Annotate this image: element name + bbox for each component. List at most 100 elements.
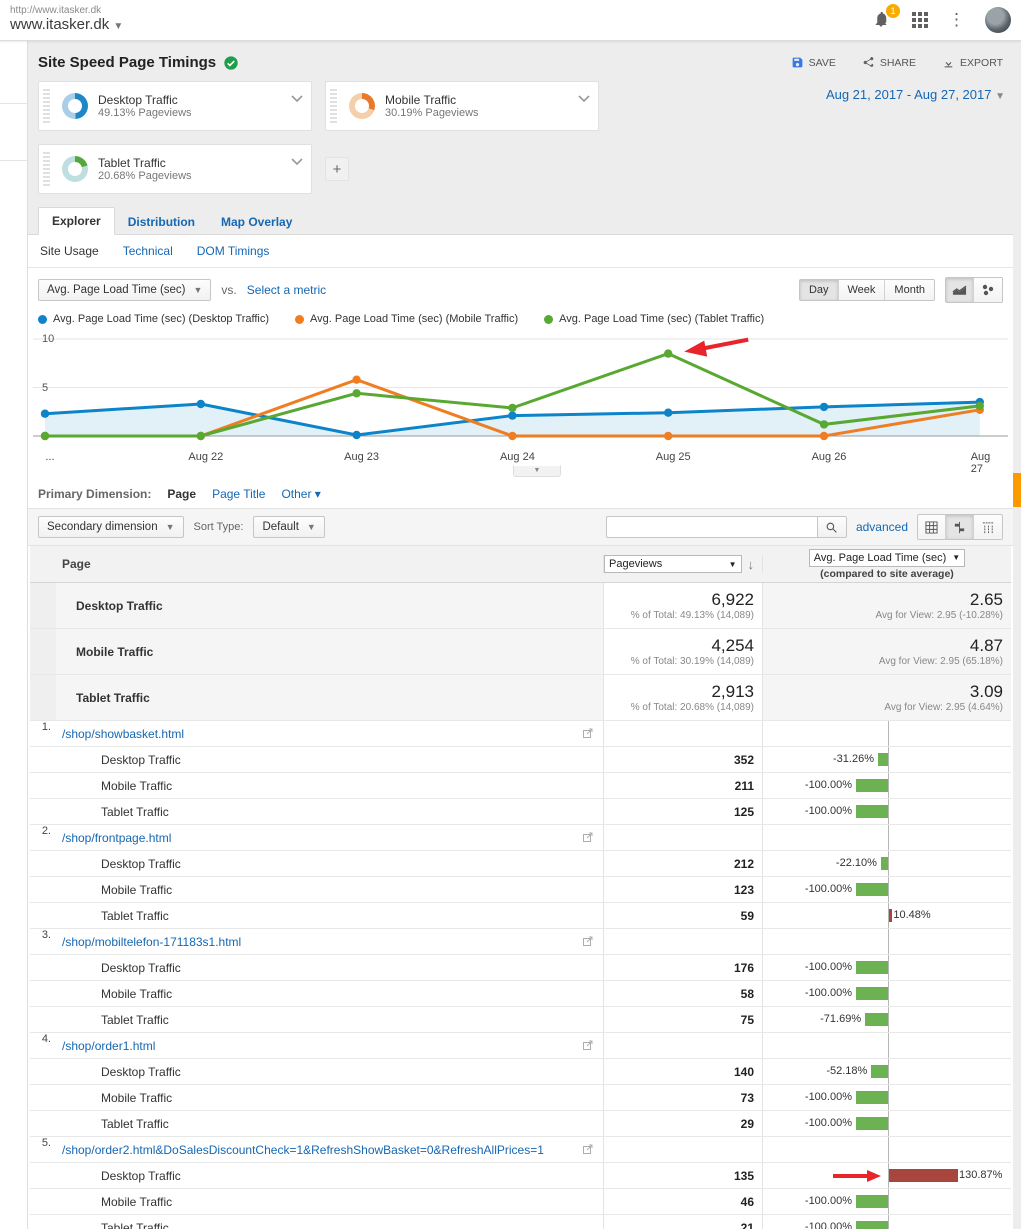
legend-item-desktop[interactable]: Avg. Page Load Time (sec) (Desktop Traff… bbox=[38, 313, 269, 325]
select-metric-link[interactable]: Select a metric bbox=[246, 283, 327, 297]
segment-name: Tablet Traffic bbox=[101, 908, 169, 923]
delta-percent: 130.87% bbox=[959, 1169, 1003, 1181]
advanced-link[interactable]: advanced bbox=[855, 520, 908, 534]
delta-percent: -100.00% bbox=[804, 1195, 852, 1207]
subtab-technical[interactable]: Technical bbox=[122, 244, 173, 258]
apps-grid-icon[interactable] bbox=[912, 12, 928, 28]
external-link-icon[interactable] bbox=[583, 1143, 593, 1157]
pageviews-value: 125 bbox=[603, 799, 763, 824]
drag-handle[interactable] bbox=[43, 89, 50, 123]
sort-type-dropdown[interactable]: Default ▼ bbox=[253, 516, 325, 538]
bar-axis bbox=[888, 1059, 889, 1084]
external-link-icon[interactable] bbox=[583, 935, 593, 949]
metric-dropdown[interactable]: Avg. Page Load Time (sec) ▼ bbox=[38, 279, 212, 301]
summary-metric-note: Avg for View: 2.95 (4.64%) bbox=[884, 701, 1003, 713]
annotations-toggle[interactable]: ▼ bbox=[513, 465, 561, 477]
dimension-page-title[interactable]: Page Title bbox=[212, 487, 266, 501]
delta-bar-negative bbox=[856, 1117, 888, 1130]
account-name[interactable]: www.itasker.dk ▼ bbox=[10, 16, 124, 33]
y-tick-label: 5 bbox=[42, 381, 49, 394]
search-input[interactable] bbox=[605, 516, 817, 538]
page-link[interactable]: /shop/order1.html bbox=[62, 1038, 156, 1053]
export-button[interactable]: EXPORT bbox=[942, 56, 1003, 69]
legend-item-tablet[interactable]: Avg. Page Load Time (sec) (Tablet Traffi… bbox=[544, 313, 764, 325]
segment-subtitle: 20.68% Pageviews bbox=[98, 170, 192, 182]
chart-type-toggle bbox=[945, 277, 1003, 303]
feedback-tab[interactable] bbox=[1013, 473, 1021, 507]
page-link[interactable]: /shop/frontpage.html bbox=[62, 830, 172, 845]
legend-dot bbox=[295, 314, 305, 324]
chart-canvas[interactable] bbox=[33, 335, 1008, 445]
scatter-chart-button[interactable] bbox=[974, 278, 1002, 302]
tab-distribution[interactable]: Distribution bbox=[127, 215, 196, 229]
summary-metric: 2.65 bbox=[969, 589, 1003, 609]
pageviews-value: 46 bbox=[603, 1189, 763, 1214]
granularity-week[interactable]: Week bbox=[838, 280, 886, 300]
verified-icon bbox=[224, 55, 238, 70]
add-segment-button[interactable]: + bbox=[325, 157, 349, 181]
tab-explorer[interactable]: Explorer bbox=[38, 207, 115, 235]
pageviews-value: 58 bbox=[603, 981, 763, 1006]
table-row-metric: Tablet Traffic 21 -100.00% bbox=[30, 1215, 1011, 1229]
segment-title: Mobile Traffic bbox=[385, 93, 457, 107]
legend-item-mobile[interactable]: Avg. Page Load Time (sec) (Mobile Traffi… bbox=[295, 313, 518, 325]
timeseries-chart[interactable]: 5 10 ... Aug 22 Aug 23 Aug 24 Aug 25 Aug 26 Aug… bbox=[28, 331, 1013, 477]
metric-column-dropdown[interactable]: Avg. Page Load Time (sec) ▼ bbox=[808, 548, 966, 567]
chevron-down-icon[interactable] bbox=[291, 90, 303, 108]
page-link[interactable]: /shop/showbasket.html bbox=[62, 726, 185, 741]
tab-map-overlay[interactable]: Map Overlay bbox=[221, 215, 293, 229]
account-selector[interactable]: http://www.itasker.dk www.itasker.dk ▼ bbox=[10, 5, 123, 35]
page-link[interactable]: /shop/mobiltelefon-171183s1.html bbox=[62, 934, 242, 949]
granularity-day[interactable]: Day bbox=[799, 280, 839, 300]
date-range-selector[interactable]: Aug 21, 2017 - Aug 27, 2017 ▼ bbox=[825, 87, 1005, 102]
secondary-dimension-dropdown[interactable]: Secondary dimension ▼ bbox=[38, 516, 184, 538]
chevron-down-icon[interactable] bbox=[291, 153, 303, 171]
pageviews-value: 211 bbox=[603, 773, 763, 798]
pageviews-value: 29 bbox=[603, 1111, 763, 1136]
table-row-metric: Desktop Traffic 140 -52.18% bbox=[30, 1059, 1011, 1085]
x-tick-label: Aug 27 bbox=[970, 451, 991, 475]
dimension-page[interactable]: Page bbox=[167, 487, 197, 501]
search-button[interactable] bbox=[816, 516, 847, 538]
share-button[interactable]: SHARE bbox=[862, 56, 916, 69]
line-chart-button[interactable] bbox=[946, 278, 974, 302]
summary-row-mobile: Mobile Traffic 4,254% of Total: 30.19% (… bbox=[30, 629, 1011, 675]
delta-percent: -100.00% bbox=[804, 805, 852, 817]
page-link[interactable]: /shop/order2.html&DoSalesDiscountCheck=1… bbox=[62, 1142, 544, 1157]
table-view-button[interactable] bbox=[918, 515, 946, 539]
save-button[interactable]: SAVE bbox=[791, 56, 836, 69]
column-header-page[interactable]: Page bbox=[62, 557, 91, 571]
external-link-icon[interactable] bbox=[583, 1039, 593, 1053]
bar-axis bbox=[888, 955, 889, 980]
subtab-dom-timings[interactable]: DOM Timings bbox=[196, 244, 270, 258]
more-options-icon[interactable]: ⋮ bbox=[948, 10, 965, 29]
pageviews-column-dropdown[interactable]: Pageviews ▼ bbox=[604, 555, 742, 573]
external-link-icon[interactable] bbox=[583, 727, 593, 741]
summary-pageviews-note: % of Total: 30.19% (14,089) bbox=[630, 655, 754, 667]
avatar[interactable] bbox=[985, 7, 1011, 33]
comparison-view-button[interactable] bbox=[946, 515, 974, 539]
bar-axis bbox=[888, 721, 889, 746]
external-link-icon[interactable] bbox=[583, 831, 593, 845]
x-axis-labels: ... Aug 22 Aug 23 Aug 24 Aug 25 Aug 26 Aug 27 bbox=[38, 450, 1013, 475]
drag-handle[interactable] bbox=[43, 152, 50, 186]
delta-bar-negative bbox=[856, 805, 888, 818]
segment-card-mobile[interactable]: Mobile Traffic 30.19% Pageviews bbox=[325, 81, 599, 131]
drag-handle[interactable] bbox=[330, 89, 337, 123]
granularity-month[interactable]: Month bbox=[885, 280, 934, 300]
summary-name: Tablet Traffic bbox=[76, 690, 150, 705]
chevron-down-icon[interactable] bbox=[578, 90, 590, 108]
table-row-metric: Tablet Traffic 59 10.48% bbox=[30, 903, 1011, 929]
table-row-metric: Desktop Traffic 352 -31.26% bbox=[30, 747, 1011, 773]
dimension-other[interactable]: Other ▾ bbox=[281, 487, 321, 501]
segment-card-desktop[interactable]: Desktop Traffic 49.13% Pageviews bbox=[38, 81, 312, 131]
pageviews-value: 75 bbox=[603, 1007, 763, 1032]
delta-percent: -22.10% bbox=[835, 857, 877, 869]
delta-bar-positive bbox=[889, 1169, 958, 1182]
delta-bar-negative bbox=[856, 987, 888, 1000]
segment-card-tablet[interactable]: Tablet Traffic 20.68% Pageviews bbox=[38, 144, 312, 194]
subtab-site-usage[interactable]: Site Usage bbox=[40, 244, 99, 258]
sort-descending-icon[interactable]: ↓ bbox=[747, 556, 755, 572]
notifications-button[interactable]: 1 bbox=[872, 4, 900, 30]
pivot-view-button[interactable] bbox=[974, 515, 1002, 539]
